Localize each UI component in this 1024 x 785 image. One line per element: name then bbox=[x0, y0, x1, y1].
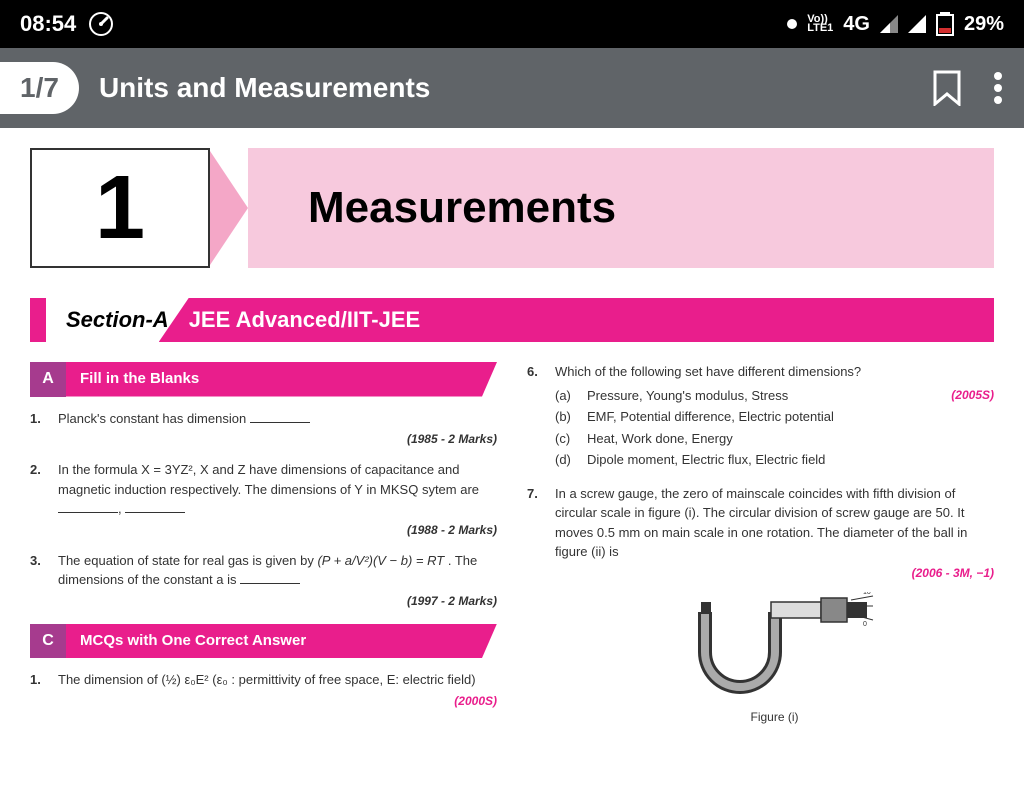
q2-body: In the formula X = 3YZ², X and Z have di… bbox=[58, 460, 497, 539]
q6-body: Which of the following set have differen… bbox=[555, 362, 994, 472]
signal-icon-1 bbox=[880, 15, 898, 33]
q7-body: In a screw gauge, the zero of mainscale … bbox=[555, 484, 994, 726]
q2-text: In the formula X = 3YZ², X and Z have di… bbox=[58, 462, 479, 497]
q1-body: Planck's constant has dimension (1985 - … bbox=[58, 409, 497, 449]
status-left: 08:54 bbox=[20, 11, 114, 37]
section-row: Section-A JEE Advanced/IIT-JEE bbox=[30, 298, 994, 342]
speed-icon bbox=[88, 11, 114, 37]
opt-c-val: Heat, Work done, Energy bbox=[587, 429, 994, 449]
section-accent bbox=[30, 298, 46, 342]
lte-label: Vo)) LTE1 bbox=[807, 15, 833, 33]
right-column: 6. Which of the following set have diffe… bbox=[527, 362, 994, 738]
opt-c-label: (c) bbox=[555, 429, 579, 449]
opt-b: (b) EMF, Potential difference, Electric … bbox=[555, 407, 994, 427]
status-bar: 08:54 Vo)) LTE1 4G 29% bbox=[0, 0, 1024, 48]
section-band: JEE Advanced/IIT-JEE bbox=[159, 298, 994, 342]
sub-header-a: A Fill in the Blanks bbox=[30, 362, 497, 397]
battery-label: 29% bbox=[964, 13, 1004, 36]
blank bbox=[250, 410, 310, 423]
content: 1 Measurements Section-A JEE Advanced/II… bbox=[0, 128, 1024, 758]
bookmark-icon[interactable] bbox=[932, 70, 962, 106]
app-header: 1/7 Units and Measurements bbox=[0, 48, 1024, 128]
question-1: 1. Planck's constant has dimension (1985… bbox=[30, 409, 497, 449]
q1-text: Planck's constant has dimension bbox=[58, 411, 250, 426]
sub-title-c: MCQs with One Correct Answer bbox=[66, 624, 497, 659]
opt-a-mark: (2005S) bbox=[951, 386, 994, 406]
chapter-title: Measurements bbox=[248, 148, 994, 268]
left-column: A Fill in the Blanks 1. Planck's constan… bbox=[30, 362, 497, 738]
status-right: Vo)) LTE1 4G 29% bbox=[787, 12, 1004, 36]
sub-letter-a: A bbox=[30, 362, 66, 397]
blank bbox=[58, 500, 118, 513]
sub-header-c: C MCQs with One Correct Answer bbox=[30, 624, 497, 659]
screw-gauge-icon: 10 5 0 bbox=[675, 592, 875, 702]
q3-num: 3. bbox=[30, 551, 48, 610]
question-6: 6. Which of the following set have diffe… bbox=[527, 362, 994, 472]
opt-d: (d) Dipole moment, Electric flux, Electr… bbox=[555, 450, 994, 470]
sub-letter-c: C bbox=[30, 624, 66, 659]
svg-text:5: 5 bbox=[863, 604, 867, 611]
question-3: 3. The equation of state for real gas is… bbox=[30, 551, 497, 610]
fig-caption: Figure (i) bbox=[750, 708, 798, 726]
c1-num: 1. bbox=[30, 670, 48, 710]
question-columns: A Fill in the Blanks 1. Planck's constan… bbox=[30, 362, 994, 738]
opt-b-val: EMF, Potential difference, Electric pote… bbox=[587, 407, 994, 427]
page-indicator[interactable]: 1/7 bbox=[0, 62, 79, 114]
q7-marks: (2006 - 3M, −1) bbox=[555, 564, 994, 582]
dot-icon bbox=[787, 19, 797, 29]
opt-a-val: Pressure, Young's modulus, Stress bbox=[587, 386, 943, 406]
chapter-arrow-icon bbox=[208, 148, 248, 268]
opt-a-label: (a) bbox=[555, 386, 579, 406]
more-icon[interactable] bbox=[992, 70, 1004, 106]
q2-num: 2. bbox=[30, 460, 48, 539]
lte-bottom: LTE1 bbox=[807, 24, 833, 33]
blank bbox=[240, 571, 300, 584]
question-2: 2. In the formula X = 3YZ², X and Z have… bbox=[30, 460, 497, 539]
opt-a: (a) Pressure, Young's modulus, Stress (2… bbox=[555, 386, 994, 406]
c1-marks: (2000S) bbox=[58, 692, 497, 710]
battery-icon bbox=[936, 12, 954, 36]
q1-marks: (1985 - 2 Marks) bbox=[58, 430, 497, 448]
chapter-number: 1 bbox=[30, 148, 210, 268]
q3-body: The equation of state for real gas is gi… bbox=[58, 551, 497, 610]
q1-num: 1. bbox=[30, 409, 48, 449]
opt-b-label: (b) bbox=[555, 407, 579, 427]
status-time: 08:54 bbox=[20, 11, 76, 37]
opt-c: (c) Heat, Work done, Energy bbox=[555, 429, 994, 449]
page-title: Units and Measurements bbox=[99, 72, 932, 104]
q6-num: 6. bbox=[527, 362, 545, 472]
signal-icon-2 bbox=[908, 15, 926, 33]
c1-text: The dimension of (½) ε₀E² (ε₀ : permitti… bbox=[58, 672, 476, 687]
q3-marks: (1997 - 2 Marks) bbox=[58, 592, 497, 610]
q3-text-a: The equation of state for real gas is gi… bbox=[58, 553, 317, 568]
q3-formula: (P + a/V²)(V − b) = RT bbox=[317, 553, 444, 568]
q2-marks: (1988 - 2 Marks) bbox=[58, 521, 497, 539]
svg-text:10: 10 bbox=[863, 592, 871, 596]
blank bbox=[125, 500, 185, 513]
question-7: 7. In a screw gauge, the zero of mainsca… bbox=[527, 484, 994, 726]
chapter-header: 1 Measurements bbox=[30, 148, 994, 268]
q7-num: 7. bbox=[527, 484, 545, 726]
header-actions bbox=[932, 70, 1004, 106]
sub-title-a: Fill in the Blanks bbox=[66, 362, 497, 397]
c1-body: The dimension of (½) ε₀E² (ε₀ : permitti… bbox=[58, 670, 497, 710]
svg-text:0: 0 bbox=[863, 621, 867, 628]
question-c1: 1. The dimension of (½) ε₀E² (ε₀ : permi… bbox=[30, 670, 497, 710]
q6-options: (a) Pressure, Young's modulus, Stress (2… bbox=[555, 386, 994, 470]
q7-text: In a screw gauge, the zero of mainscale … bbox=[555, 486, 967, 560]
q6-text: Which of the following set have differen… bbox=[555, 364, 861, 379]
screw-gauge-figure: 10 5 0 Figure (i) bbox=[555, 592, 994, 726]
network-label: 4G bbox=[843, 13, 870, 36]
opt-d-val: Dipole moment, Electric flux, Electric f… bbox=[587, 450, 994, 470]
opt-d-label: (d) bbox=[555, 450, 579, 470]
